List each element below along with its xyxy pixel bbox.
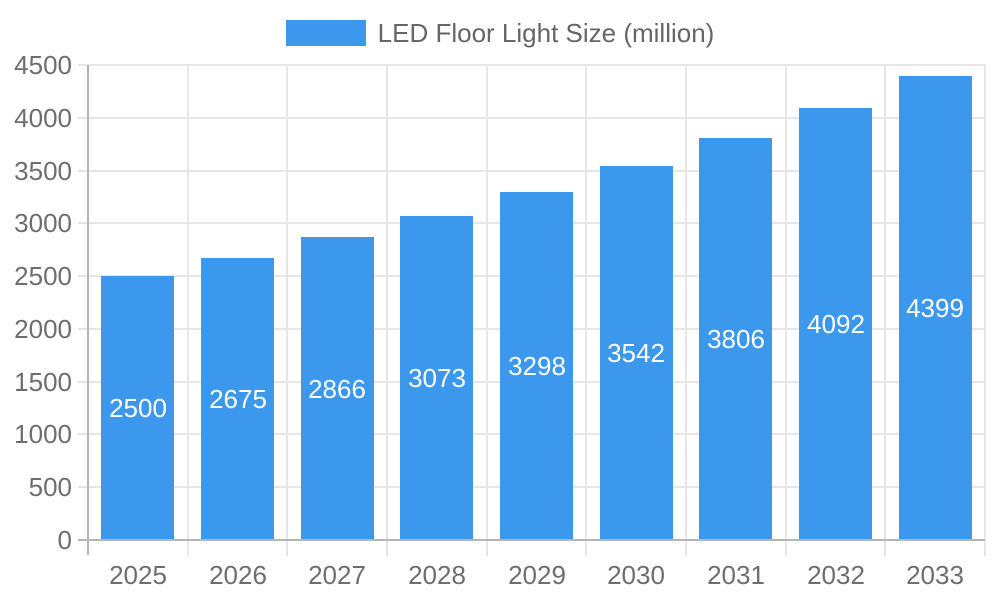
x-axis-baseline	[78, 539, 985, 541]
gridline-vertical	[984, 65, 986, 540]
y-axis-tick	[78, 275, 88, 277]
x-axis-tick	[785, 541, 787, 556]
bar[interactable]	[699, 138, 772, 540]
bar-value-label: 2675	[209, 384, 267, 414]
bar-value-label: 3073	[408, 363, 466, 393]
gridline-horizontal	[88, 170, 985, 172]
gridline-vertical	[685, 65, 687, 540]
bar-value-label: 3542	[607, 338, 665, 368]
y-axis-label: 4500	[14, 50, 72, 80]
y-axis-label: 500	[28, 472, 72, 502]
gridline-horizontal	[88, 117, 985, 119]
x-axis-label: 2028	[408, 560, 466, 590]
bar[interactable]	[101, 276, 174, 540]
x-axis-label: 2033	[906, 560, 964, 590]
x-axis-label: 2030	[607, 560, 665, 590]
bar[interactable]	[799, 108, 872, 540]
y-axis-label: 4000	[14, 103, 72, 133]
bar[interactable]	[201, 258, 274, 540]
bar-value-label: 2500	[109, 393, 167, 423]
y-axis-tick	[78, 64, 88, 66]
bar[interactable]	[899, 76, 972, 540]
y-axis-line	[87, 65, 89, 555]
bar-value-label: 4399	[906, 293, 964, 323]
gridline-vertical	[585, 65, 587, 540]
legend-swatch	[285, 20, 366, 46]
y-axis-tick	[78, 433, 88, 435]
bar-value-label: 3806	[707, 324, 765, 354]
bar[interactable]	[500, 192, 573, 540]
gridline-vertical	[286, 65, 288, 540]
x-axis-tick	[585, 541, 587, 556]
x-axis-tick	[884, 541, 886, 556]
y-axis-label: 2500	[14, 261, 72, 291]
bar-value-label: 3298	[508, 351, 566, 381]
x-axis-tick	[984, 541, 986, 556]
y-axis-tick	[78, 328, 88, 330]
x-axis-tick	[187, 541, 189, 556]
x-axis-label: 2027	[308, 560, 366, 590]
gridline-vertical	[187, 65, 189, 540]
y-axis-label: 3500	[14, 156, 72, 186]
x-axis-tick	[286, 541, 288, 556]
x-axis-tick	[685, 541, 687, 556]
bar[interactable]	[301, 237, 374, 540]
bar-value-label: 2866	[308, 374, 366, 404]
bar[interactable]	[400, 216, 473, 540]
y-axis-label: 2000	[14, 314, 72, 344]
y-axis-tick	[78, 381, 88, 383]
x-axis-label: 2032	[807, 560, 865, 590]
legend-item[interactable]: LED Floor Light Size (million)	[0, 18, 1000, 48]
y-axis-tick	[78, 222, 88, 224]
gridline-horizontal	[88, 64, 985, 66]
x-axis-label: 2029	[508, 560, 566, 590]
y-axis-label: 0	[57, 525, 72, 555]
x-axis-label: 2025	[109, 560, 167, 590]
bar[interactable]	[600, 166, 673, 540]
y-axis-tick	[78, 486, 88, 488]
x-axis-label: 2031	[707, 560, 765, 590]
gridline-vertical	[884, 65, 886, 540]
x-axis-tick	[486, 541, 488, 556]
y-axis-label: 1500	[14, 367, 72, 397]
gridline-vertical	[486, 65, 488, 540]
gridline-vertical	[386, 65, 388, 540]
gridline-vertical	[785, 65, 787, 540]
y-axis-label: 1000	[14, 419, 72, 449]
bar-value-label: 4092	[807, 309, 865, 339]
legend-label: LED Floor Light Size (million)	[377, 18, 715, 48]
y-axis-label: 3000	[14, 208, 72, 238]
x-axis-label: 2026	[209, 560, 267, 590]
y-axis-tick	[78, 117, 88, 119]
y-axis-tick	[78, 170, 88, 172]
x-axis-tick	[386, 541, 388, 556]
